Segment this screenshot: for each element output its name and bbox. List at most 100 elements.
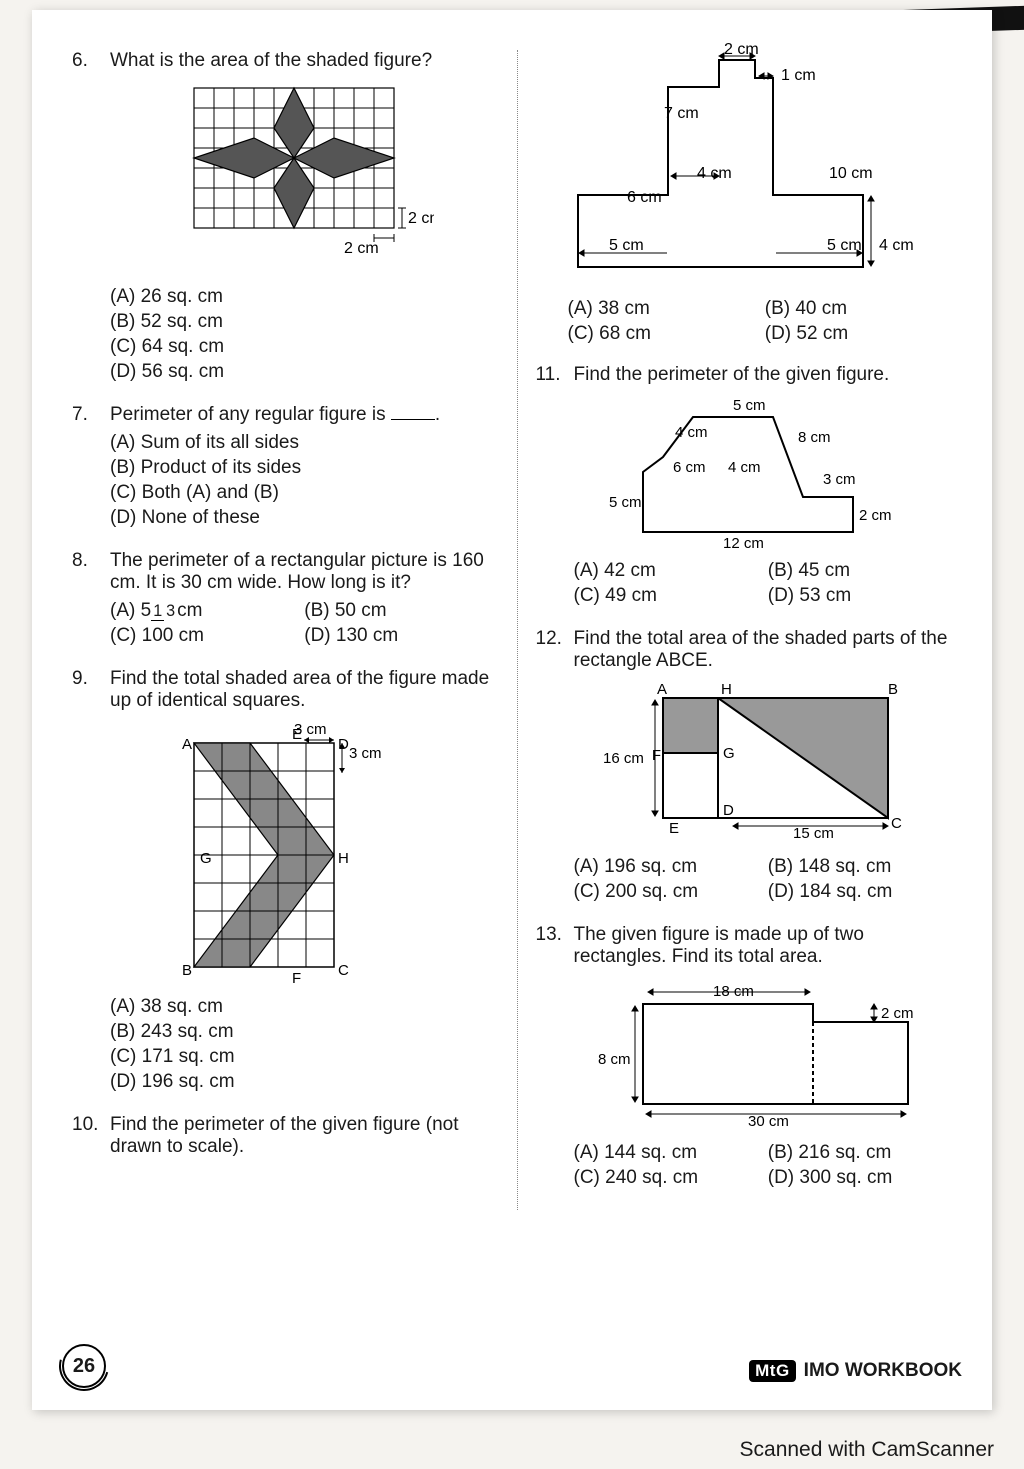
svg-text:2 cm: 2 cm [859,507,892,524]
svg-text:F: F [652,747,661,764]
option-b: (B) 243 sq. cm [110,1021,499,1043]
question-text: Find the total area of the shaded parts … [574,628,963,672]
svg-text:A: A [657,681,667,698]
svg-text:30 cm: 30 cm [748,1113,789,1130]
option-c: (C) 100 cm [110,625,304,647]
option-c: (C) 64 sq. cm [110,336,499,358]
svg-text:5 cm: 5 cm [827,237,862,254]
option-a: (A) 38 sq. cm [110,996,499,1018]
svg-text:16 cm: 16 cm [603,750,644,767]
q10-figure: 2 cm 1 cm 7 cm 4 cm 6 cm 10 cm 5 cm 5 cm… [536,40,963,290]
option-b: (B) 148 sq. cm [768,856,962,878]
option-c: (C) 240 sq. cm [574,1167,768,1189]
svg-text:E: E [669,820,679,837]
svg-text:D: D [338,736,349,753]
svg-text:4 cm: 4 cm [675,424,708,441]
option-a: (A) 196 sq. cm [574,856,768,878]
question-text: Find the perimeter of the given figure (… [110,1114,499,1158]
option-d: (D) 196 sq. cm [110,1071,499,1093]
svg-text:4 cm: 4 cm [728,459,761,476]
q13-figure: 18 cm 2 cm 8 cm 30 cm [574,974,963,1134]
option-a: (A) Sum of its all sides [110,432,499,454]
option-c: (C) 200 sq. cm [574,881,768,903]
option-d: (D) 56 sq. cm [110,361,499,383]
svg-text:6 cm: 6 cm [673,459,706,476]
question-number: 13. [536,924,574,946]
question-number: 12. [536,628,574,650]
question-12: 12. Find the total area of the shaded pa… [536,628,963,906]
option-b: (B) 52 sq. cm [110,311,499,333]
svg-text:6 cm: 6 cm [627,189,662,206]
option-b: (B) 216 sq. cm [768,1142,962,1164]
svg-text:12 cm: 12 cm [723,535,764,552]
brand-footer: MtG IMO WORKBOOK [749,1360,962,1382]
svg-text:D: D [723,802,734,819]
option-c: (C) 68 cm [568,323,765,345]
svg-text:B: B [182,962,192,979]
svg-text:7 cm: 7 cm [664,105,699,122]
svg-text:5 cm: 5 cm [609,494,642,511]
option-d: (D) 53 cm [768,585,962,607]
question-6: 6. What is the area of the shaded figure… [72,50,499,386]
svg-text:C: C [338,962,349,979]
question-number: 7. [72,404,110,426]
question-number: 10. [72,1114,110,1136]
option-b: (B) 50 cm [304,600,498,622]
option-b: (B) 40 cm [765,298,962,320]
question-text: The given figure is made up of two recta… [574,924,963,968]
left-column: 6. What is the area of the shaded figure… [72,50,518,1210]
svg-text:4 cm: 4 cm [879,237,914,254]
q6-figure: 2 cm 2 cm [110,78,499,278]
question-text: The perimeter of a rectangular picture i… [110,550,499,594]
option-d: (D) None of these [110,507,499,529]
option-a: (A) 42 cm [574,560,768,582]
question-number: 11. [536,364,574,386]
svg-text:3 cm: 3 cm [823,471,856,488]
svg-text:2 cm: 2 cm [344,240,379,257]
option-a: (A) 26 sq. cm [110,286,499,308]
option-a: (A) 38 cm [568,298,765,320]
svg-text:G: G [200,850,212,867]
option-c: (C) 49 cm [574,585,768,607]
svg-text:1 cm: 1 cm [781,67,816,84]
brand-tag: MtG [749,1360,796,1382]
svg-text:G: G [723,745,735,762]
fill-blank [391,419,435,420]
q10-options: (A) 38 cm (B) 40 cm (C) 68 cm (D) 52 cm [536,298,963,348]
question-number: 8. [72,550,110,572]
svg-text:2 cm: 2 cm [408,210,434,227]
svg-text:8 cm: 8 cm [598,1051,631,1068]
svg-text:F: F [292,970,301,987]
svg-text:5 cm: 5 cm [733,397,766,414]
q9-figure: 3 cm 3 cm [110,718,499,988]
q11-figure: 5 cm 4 cm 8 cm 6 cm 4 cm 3 cm 5 cm 2 cm … [574,392,963,552]
svg-text:A: A [182,736,192,753]
svg-text:H: H [721,681,732,698]
option-d: (D) 52 cm [765,323,962,345]
worksheet-page: 6. What is the area of the shaded figure… [32,10,992,1410]
question-13: 13. The given figure is made up of two r… [536,924,963,1192]
question-9: 9. Find the total shaded area of the fig… [72,668,499,1096]
svg-text:H: H [338,850,349,867]
question-text: Find the total shaded area of the figure… [110,668,499,712]
svg-text:3 cm: 3 cm [349,745,382,762]
option-c: (C) 171 sq. cm [110,1046,499,1068]
svg-text:C: C [891,815,902,832]
option-d: (D) 130 cm [304,625,498,647]
svg-text:B: B [888,681,898,698]
right-column: 2 cm 1 cm 7 cm 4 cm 6 cm 10 cm 5 cm 5 cm… [518,50,963,1210]
svg-text:2 cm: 2 cm [881,1005,914,1022]
scan-watermark: Scanned with CamScanner [740,1433,994,1467]
question-8: 8. The perimeter of a rectangular pictur… [72,550,499,650]
q12-figure: A H B G F D E C 16 cm 15 cm [574,678,963,848]
option-b: (B) Product of its sides [110,457,499,479]
brand-text: IMO WORKBOOK [804,1360,962,1382]
option-a: (A) 144 sq. cm [574,1142,768,1164]
question-text: What is the area of the shaded figure? [110,50,499,72]
option-c: (C) Both (A) and (B) [110,482,499,504]
svg-text:8 cm: 8 cm [798,429,831,446]
question-text: Find the perimeter of the given figure. [574,364,963,386]
page-number: 26 [62,1344,106,1388]
svg-text:15 cm: 15 cm [793,825,834,842]
option-b: (B) 45 cm [768,560,962,582]
